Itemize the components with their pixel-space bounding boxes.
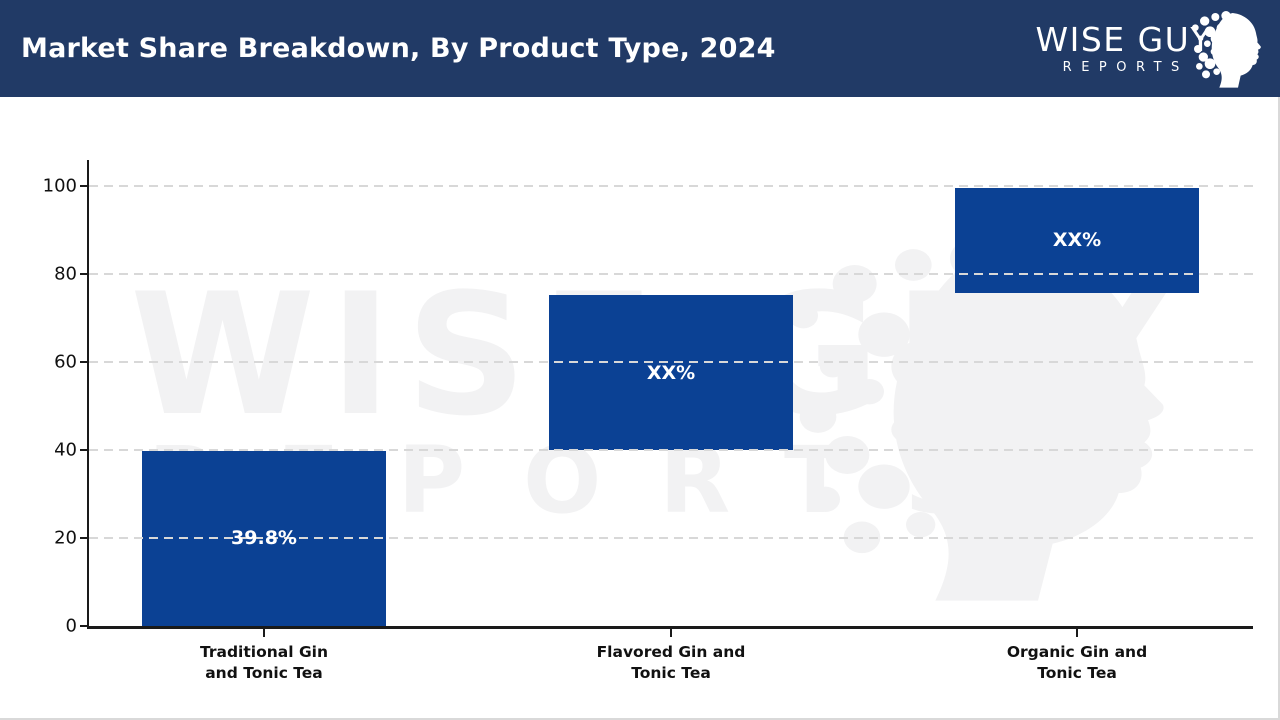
brand-logo: WISE GUY REPORTS — [1035, 0, 1266, 97]
gridline-y20 — [89, 537, 1253, 539]
x-tick-mark — [263, 629, 265, 637]
logo-wordmark-text: WISE GUY — [1035, 19, 1212, 59]
bar-3 — [955, 187, 1199, 293]
page-title: Market Share Breakdown, By Product Type,… — [21, 33, 776, 64]
y-tick-mark — [80, 449, 88, 451]
y-axis-line — [87, 160, 89, 629]
bar-value-label: 39.8% — [231, 527, 297, 550]
x-category-label: Organic Gin and Tonic Tea — [1006, 643, 1148, 682]
x-category-label: Flavored Gin and Tonic Tea — [596, 643, 746, 682]
logo-subtitle-text: REPORTS — [1062, 59, 1189, 75]
logo-wordmark: WISE GUY REPORTS — [1035, 19, 1212, 75]
bar-value-label: XX% — [1052, 229, 1102, 252]
x-axis-line — [87, 626, 1253, 629]
bar-2 — [549, 295, 793, 450]
chart-area: WISE GUY REPORTS 02040608010039.8%Tradit… — [0, 97, 1280, 720]
y-tick-label: 20 — [54, 527, 77, 549]
x-tick-mark — [670, 629, 672, 637]
gridline-y80 — [89, 273, 1253, 275]
y-tick-label: 0 — [65, 615, 77, 637]
y-tick-mark — [80, 537, 88, 539]
bar-value-label: XX% — [646, 361, 696, 384]
x-category-label: Traditional Gin and Tonic Tea — [199, 643, 329, 682]
gridline-y60 — [89, 361, 1253, 363]
logo-face-icon — [1192, 10, 1261, 88]
y-tick-mark — [80, 361, 88, 363]
header-bar: Market Share Breakdown, By Product Type,… — [0, 0, 1280, 97]
y-tick-label: 80 — [54, 263, 77, 285]
y-tick-mark — [80, 625, 88, 627]
gridline-y100 — [89, 185, 1253, 187]
y-tick-label: 100 — [42, 175, 77, 197]
y-tick-label: 40 — [54, 439, 77, 461]
gridline-y40 — [89, 449, 1253, 451]
y-tick-mark — [80, 185, 88, 187]
y-tick-mark — [80, 273, 88, 275]
y-tick-label: 60 — [54, 351, 77, 373]
x-tick-mark — [1076, 629, 1078, 637]
